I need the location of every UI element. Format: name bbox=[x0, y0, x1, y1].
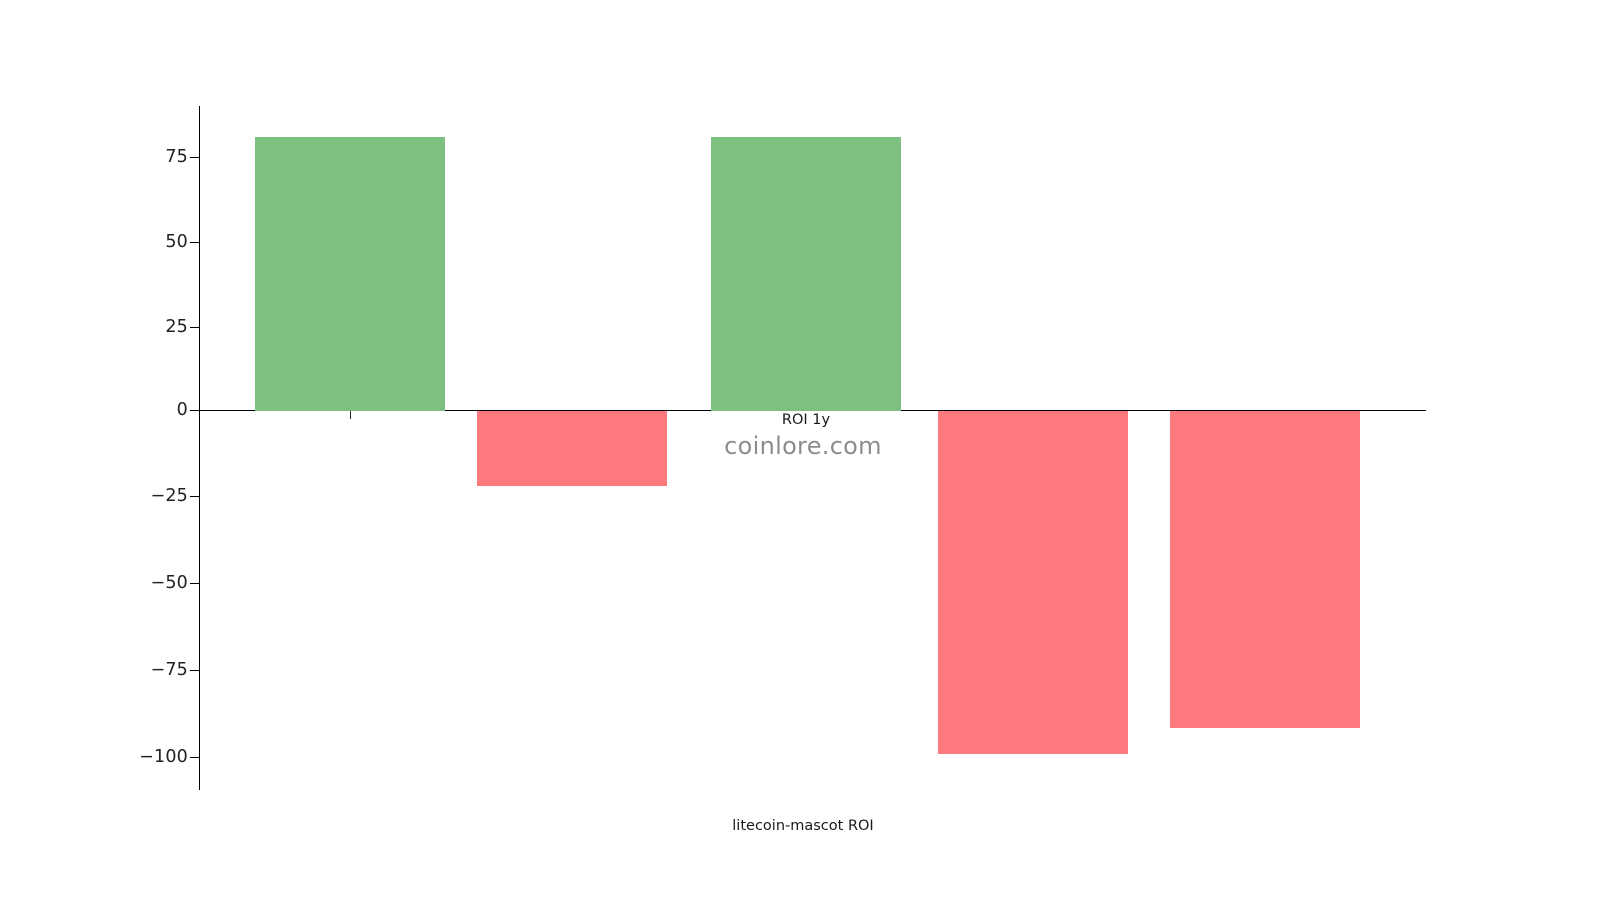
y-tick-mark-25 bbox=[190, 327, 199, 329]
y-tick-label--50: −50 bbox=[150, 573, 188, 593]
x-axis-title: litecoin-mascot ROI bbox=[732, 818, 874, 834]
y-tick-label-25: 25 bbox=[165, 317, 188, 337]
bar-3 bbox=[711, 137, 901, 411]
y-tick-mark--50 bbox=[190, 583, 199, 585]
bar-2 bbox=[477, 411, 667, 486]
y-tick-label--25: −25 bbox=[150, 486, 188, 506]
y-tick-mark-0 bbox=[190, 410, 199, 412]
x-tick-label-roi-1y: ROI 1y bbox=[781, 412, 831, 428]
y-tick-mark--25 bbox=[190, 496, 199, 498]
x-tick-mark-1 bbox=[350, 411, 352, 419]
y-tick-label-75: 75 bbox=[165, 147, 188, 167]
bar-4 bbox=[938, 411, 1128, 754]
y-tick-label--75: −75 bbox=[150, 660, 188, 680]
y-tick-mark--75 bbox=[190, 670, 199, 672]
bar-5 bbox=[1170, 411, 1360, 728]
coinlore-watermark: coinlore.com bbox=[724, 432, 882, 460]
bar-1 bbox=[255, 137, 445, 411]
y-tick-mark--100 bbox=[190, 757, 199, 759]
y-tick-mark-75 bbox=[190, 157, 199, 159]
y-tick-label--100: −100 bbox=[139, 747, 188, 767]
y-axis-spine bbox=[199, 106, 201, 790]
y-tick-label-50: 50 bbox=[165, 232, 188, 252]
y-tick-mark-50 bbox=[190, 242, 199, 244]
y-tick-label-0: 0 bbox=[176, 400, 188, 420]
